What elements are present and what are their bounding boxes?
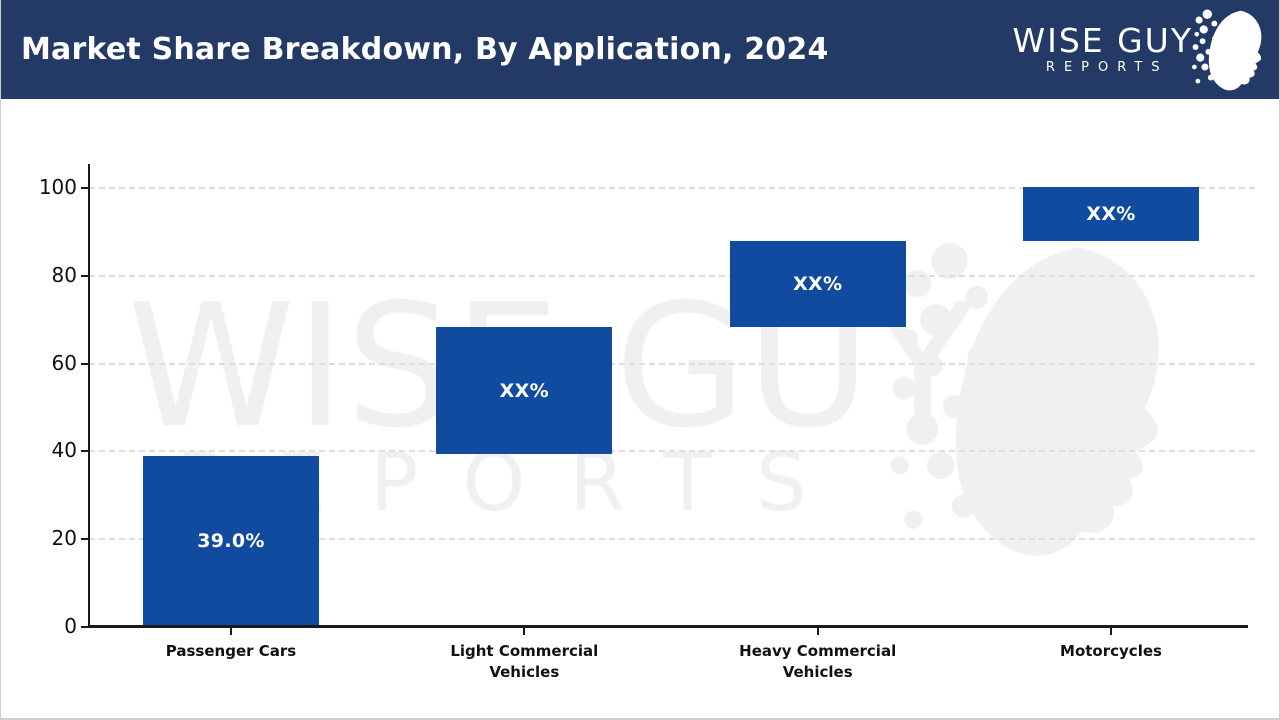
bar-1: XX%: [436, 327, 613, 455]
gridline-20: [89, 538, 1255, 541]
y-axis-line: [88, 164, 90, 628]
logo-wordmark: WISE GUY REPORTS: [1012, 24, 1193, 75]
y-tick-mark-80: [81, 274, 88, 277]
y-tick-mark-60: [81, 362, 88, 365]
y-tick-mark-100: [81, 187, 88, 189]
report-header: Market Share Breakdown, By Application, …: [1, 0, 1279, 99]
bar-value-label-3: XX%: [1086, 203, 1136, 226]
y-tick-label-80: 80: [51, 262, 77, 287]
x-tick-mark-2: [816, 628, 819, 635]
gridline-40: [89, 450, 1255, 453]
watermark-head-graphic: [890, 242, 1159, 556]
x-tick-mark-0: [230, 628, 232, 635]
y-tick-label-0: 0: [64, 614, 77, 638]
bar-2: XX%: [729, 241, 906, 328]
x-axis-label-2: Heavy Commercial Vehicles: [739, 642, 897, 681]
y-tick-mark-40: [81, 450, 88, 453]
bar-value-label-0: 39.0%: [197, 530, 265, 553]
gridline-100: [89, 187, 1255, 189]
bar-3: XX%: [1023, 187, 1199, 242]
bar-0: 39.0%: [143, 455, 319, 627]
y-tick-mark-0: [81, 626, 88, 628]
bar-value-label-1: XX%: [499, 379, 549, 402]
y-tick-label-100: 100: [38, 175, 77, 199]
x-axis-line: [88, 625, 1248, 628]
logo-head-icon: [1192, 9, 1262, 90]
x-axis-label-0: Passenger Cars: [165, 642, 297, 660]
x-axis-label-1: Light Commercial Vehicles: [450, 642, 599, 681]
y-tick-mark-20: [81, 538, 88, 541]
x-axis-label-3: Motorcycles: [1060, 642, 1162, 660]
wise-guy-reports-logo: WISE GUY REPORTS: [1012, 6, 1271, 94]
logo-name-text: WISE GUY: [1012, 21, 1193, 61]
y-tick-label-60: 60: [51, 350, 77, 375]
gridline-80: [89, 274, 1255, 277]
gridline-60: [89, 362, 1255, 365]
y-tick-label-40: 40: [51, 438, 77, 463]
x-tick-mark-1: [523, 628, 526, 635]
chart-title: Market Share Breakdown, By Application, …: [21, 32, 829, 67]
bar-value-label-2: XX%: [793, 273, 843, 296]
x-tick-mark-3: [1110, 628, 1112, 635]
logo-sub-text: REPORTS: [1045, 59, 1169, 75]
y-tick-label-20: 20: [51, 526, 77, 551]
